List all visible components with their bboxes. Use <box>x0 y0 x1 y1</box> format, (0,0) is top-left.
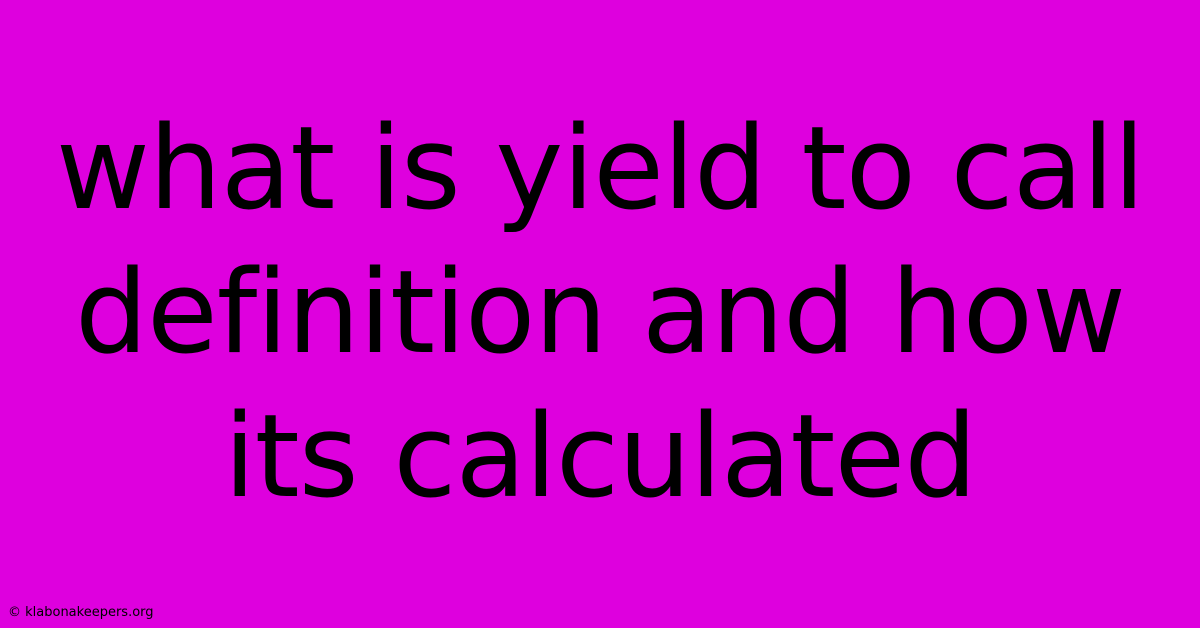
main-heading-text: what is yield to call definition and how… <box>0 0 1200 628</box>
attribution-text: © klabonakeepers.org <box>8 605 154 620</box>
